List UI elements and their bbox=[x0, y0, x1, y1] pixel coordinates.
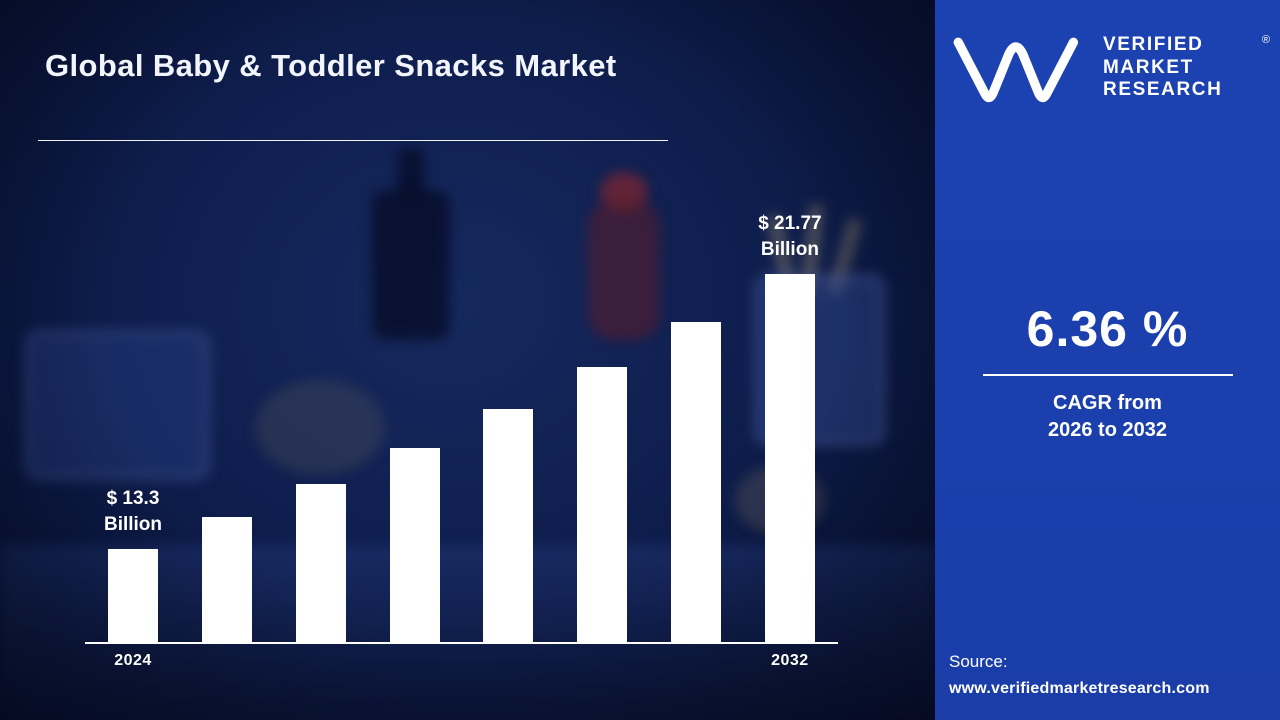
source-url-link[interactable]: www.verifiedmarketresearch.com bbox=[949, 680, 1210, 697]
bar-column: $ 21.77 Billion bbox=[748, 211, 832, 642]
x-axis-label bbox=[373, 652, 457, 670]
bar-value-label: $ 13.3 Billion bbox=[103, 487, 163, 536]
cagr-caption-line: 2026 to 2032 bbox=[1048, 419, 1167, 441]
bar-chart: $ 13.3 Billion $ 21.77 Billion 2024 2032 bbox=[85, 174, 838, 670]
bar-column bbox=[279, 484, 363, 642]
x-axis-label: 2024 bbox=[114, 652, 152, 669]
vmr-logo-monogram bbox=[953, 37, 1079, 103]
source-attribution: Source: www.verifiedmarketresearch.com bbox=[949, 652, 1210, 698]
bar-column bbox=[466, 409, 550, 642]
x-axis-label bbox=[279, 652, 363, 670]
bar bbox=[201, 517, 252, 642]
bar-value-label: $ 21.77 Billion bbox=[758, 212, 822, 261]
brand-logo: VERIFIED MARKET RESEARCH ® bbox=[947, 32, 1270, 104]
bar bbox=[389, 448, 440, 642]
cagr-caption: CAGR from 2026 to 2032 bbox=[935, 390, 1280, 444]
bar bbox=[764, 274, 815, 642]
bar-column: $ 13.3 Billion bbox=[91, 486, 175, 642]
x-axis-label bbox=[466, 652, 550, 670]
x-axis-label bbox=[560, 652, 644, 670]
brand-name-line: RESEARCH bbox=[1103, 79, 1223, 101]
bar-column bbox=[185, 517, 269, 642]
brand-name-line: MARKET bbox=[1103, 56, 1194, 78]
cagr-kpi: 6.36 % CAGR from 2026 to 2032 bbox=[935, 300, 1280, 444]
x-axis-label: 2032 bbox=[771, 652, 809, 669]
bar-chart-plot-area: $ 13.3 Billion $ 21.77 Billion bbox=[85, 174, 838, 644]
x-axis-label bbox=[185, 652, 269, 670]
bar bbox=[483, 409, 534, 642]
registered-trademark-icon: ® bbox=[1261, 34, 1270, 46]
bar bbox=[577, 367, 628, 642]
brand-name-line: VERIFIED bbox=[1103, 34, 1204, 56]
kpi-divider bbox=[982, 374, 1233, 376]
title-underline bbox=[38, 140, 668, 141]
page-title: Global Baby & Toddler Snacks Market bbox=[45, 48, 617, 83]
cagr-caption-line: CAGR from bbox=[1053, 392, 1162, 414]
chart-section: Global Baby & Toddler Snacks Market $ 13… bbox=[0, 0, 935, 720]
brand-name: VERIFIED MARKET RESEARCH bbox=[1103, 34, 1222, 101]
bar-column bbox=[560, 367, 644, 642]
source-label: Source: bbox=[949, 652, 1008, 671]
bar bbox=[295, 484, 346, 642]
bar bbox=[671, 322, 722, 642]
x-axis-labels: 2024 2032 bbox=[85, 652, 838, 670]
bar bbox=[108, 549, 158, 642]
x-axis-label bbox=[654, 652, 738, 670]
cagr-value: 6.36 % bbox=[1026, 301, 1189, 357]
bar-column bbox=[373, 448, 457, 642]
bar-column bbox=[654, 322, 738, 642]
stats-panel: VERIFIED MARKET RESEARCH ® 6.36 % CAGR f… bbox=[935, 0, 1280, 720]
